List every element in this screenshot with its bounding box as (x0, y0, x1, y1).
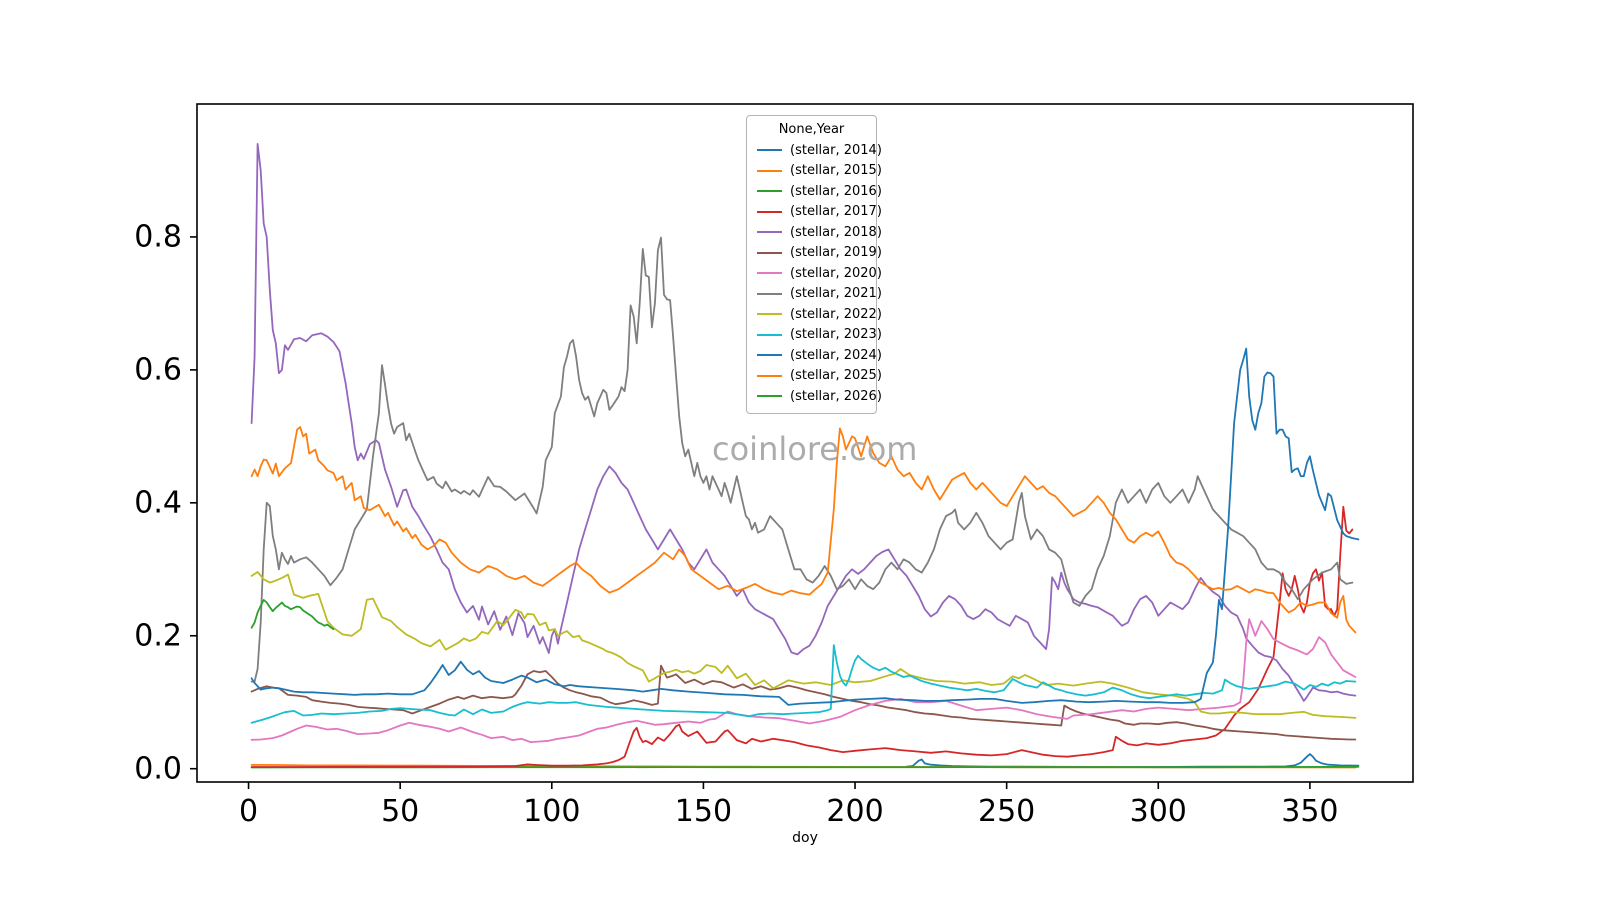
legend-entry: (stellar, 2022) (753, 304, 882, 325)
x-axis-label: doy (792, 830, 818, 846)
legend-line-swatch (757, 210, 782, 213)
legend-entry-label: (stellar, 2015) (790, 163, 882, 179)
series-line-stellar-2020 (250, 618, 1357, 743)
legend-line-swatch (757, 333, 782, 336)
legend-line-swatch (757, 354, 782, 357)
x-tick-label: 150 (674, 794, 733, 829)
plot-border (196, 103, 1414, 783)
series-line-stellar-2017 (250, 505, 1354, 768)
x-tick-label: 250 (978, 794, 1036, 829)
legend: None,Year (stellar, 2014) (stellar, 2015)… (746, 115, 882, 414)
x-tick-label: 50 (381, 794, 420, 829)
legend-entry: (stellar, 2015) (753, 161, 882, 182)
y-tick-label: 0.8 (134, 219, 182, 255)
legend-line-swatch (757, 272, 782, 275)
legend-entry: (stellar, 2017) (753, 202, 882, 223)
legend-entry-label: (stellar, 2018) (790, 224, 882, 240)
legend-entry-label: (stellar, 2024) (790, 347, 882, 363)
legend-line-swatch (757, 395, 782, 398)
watermark: coinlore.com (712, 430, 918, 468)
legend-entry: (stellar, 2019) (753, 243, 882, 264)
legend-entry-label: (stellar, 2021) (790, 286, 882, 302)
x-tick-label: 100 (523, 794, 581, 829)
legend-entry-label: (stellar, 2014) (790, 142, 882, 158)
series-line-stellar-2024 (250, 347, 1360, 706)
y-tick-label: 0.6 (134, 352, 182, 388)
legend-line-swatch (757, 374, 782, 377)
legend-entry: (stellar, 2021) (753, 284, 882, 305)
legend-line-swatch (757, 190, 782, 193)
legend-entry-label: (stellar, 2017) (790, 204, 882, 220)
legend-entry-label: (stellar, 2020) (790, 265, 882, 281)
y-tick-label: 0.4 (134, 485, 182, 521)
legend-line-swatch (757, 231, 782, 234)
legend-line-swatch (757, 251, 782, 254)
x-tick-label: 0 (239, 794, 259, 829)
series-line-stellar-2018 (250, 142, 1357, 702)
legend-entry-label: (stellar, 2026) (790, 388, 882, 404)
series-line-stellar-2019 (250, 664, 1357, 741)
legend-line-swatch (757, 313, 782, 316)
series-line-stellar-2014 (905, 753, 1360, 768)
legend-line-swatch (757, 292, 782, 295)
series-line-stellar-2025 (250, 426, 1357, 634)
series-line-stellar-2026 (250, 599, 335, 630)
legend-entry: (stellar, 2025) (753, 366, 882, 387)
legend-entry: (stellar, 2024) (753, 345, 882, 366)
x-tick-label: 300 (1129, 794, 1187, 829)
legend-entry-label: (stellar, 2019) (790, 245, 882, 261)
legend-entry-label: (stellar, 2023) (790, 327, 882, 343)
x-tick-label: 200 (826, 794, 884, 829)
legend-line-swatch (757, 149, 782, 152)
legend-entries: (stellar, 2014) (stellar, 2015) (stellar, … (753, 140, 882, 407)
x-tick-label: 350 (1281, 794, 1339, 829)
legend-entry-label: (stellar, 2025) (790, 368, 882, 384)
y-tick-label: 0.0 (134, 751, 182, 787)
legend-line-swatch (757, 169, 782, 172)
series-line-stellar-2022 (250, 571, 1357, 719)
y-tick-label: 0.2 (134, 618, 182, 654)
legend-entry: (stellar, 2018) (753, 222, 882, 243)
legend-entry: (stellar, 2016) (753, 181, 882, 202)
legend-title: None,Year (778, 122, 845, 137)
legend-entry: (stellar, 2020) (753, 263, 882, 284)
legend-entry: (stellar, 2014) (753, 140, 882, 161)
legend-entry-label: (stellar, 2022) (790, 306, 882, 322)
series-line-stellar-2021 (250, 236, 1354, 683)
legend-entry: (stellar, 2023) (753, 325, 882, 346)
legend-entry: (stellar, 2026) (753, 386, 882, 407)
legend-entry-label: (stellar, 2016) (790, 183, 882, 199)
